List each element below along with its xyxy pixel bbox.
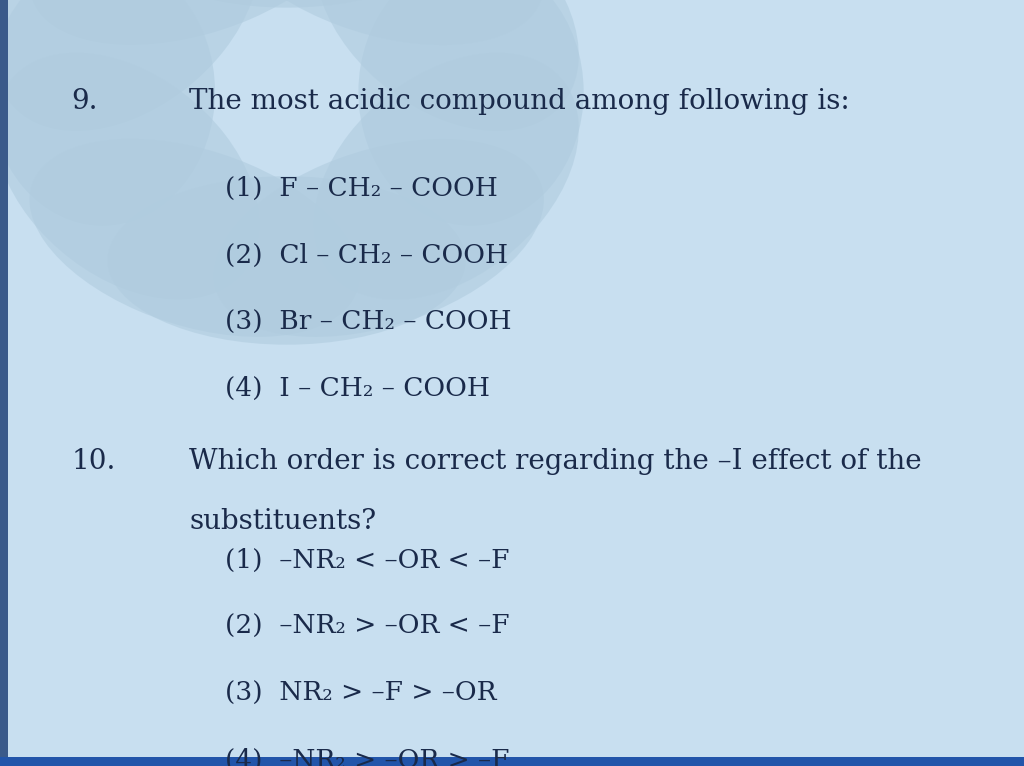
- Ellipse shape: [0, 53, 259, 300]
- Text: (3)  NR₂ > –F > –OR: (3) NR₂ > –F > –OR: [225, 681, 497, 706]
- FancyBboxPatch shape: [0, 757, 1024, 766]
- Text: Which order is correct regarding the –I effect of the: Which order is correct regarding the –I …: [189, 448, 922, 475]
- Ellipse shape: [108, 0, 466, 8]
- Text: (2)  Cl – CH₂ – COOH: (2) Cl – CH₂ – COOH: [225, 243, 508, 268]
- FancyBboxPatch shape: [0, 0, 8, 766]
- Text: 10.: 10.: [72, 448, 116, 475]
- Ellipse shape: [30, 0, 359, 45]
- Ellipse shape: [314, 53, 579, 300]
- Ellipse shape: [0, 0, 259, 131]
- Text: (4)  –NR₂ > –OR > –F: (4) –NR₂ > –OR > –F: [225, 748, 510, 766]
- Ellipse shape: [358, 0, 584, 226]
- Ellipse shape: [314, 0, 579, 131]
- Ellipse shape: [214, 0, 544, 45]
- Text: The most acidic compound among following is:: The most acidic compound among following…: [189, 88, 850, 115]
- Text: (3)  Br – CH₂ – COOH: (3) Br – CH₂ – COOH: [225, 309, 512, 335]
- Text: substituents?: substituents?: [189, 508, 377, 535]
- Text: (4)  I – CH₂ – COOH: (4) I – CH₂ – COOH: [225, 376, 490, 401]
- Text: 9.: 9.: [72, 88, 98, 115]
- Text: (1)  –NR₂ < –OR < –F: (1) –NR₂ < –OR < –F: [225, 548, 510, 573]
- Ellipse shape: [30, 139, 359, 337]
- Ellipse shape: [108, 176, 466, 345]
- Text: (2)  –NR₂ > –OR < –F: (2) –NR₂ > –OR < –F: [225, 614, 510, 640]
- Ellipse shape: [0, 0, 215, 226]
- Ellipse shape: [214, 139, 544, 337]
- Text: (1)  F – CH₂ – COOH: (1) F – CH₂ – COOH: [225, 176, 498, 201]
